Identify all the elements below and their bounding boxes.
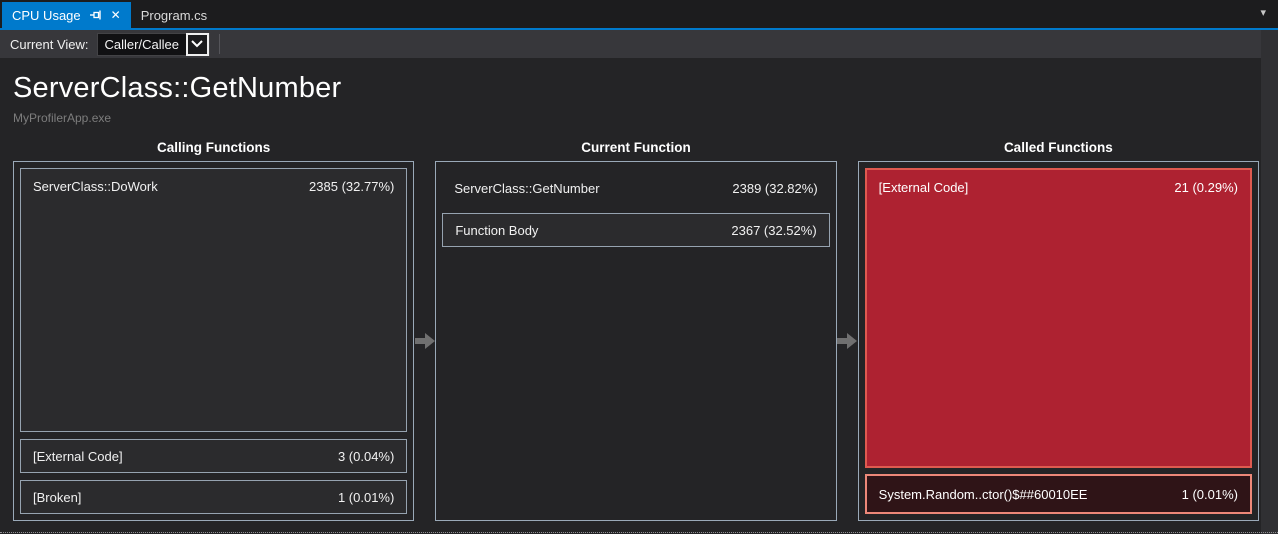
function-name: [External Code] <box>33 448 123 464</box>
callee-external-code[interactable]: [External Code] 21 (0.29%) <box>864 168 1252 468</box>
arrow-right-icon <box>837 161 858 521</box>
function-name: Function Body <box>455 222 539 238</box>
module-name: MyProfilerApp.exe <box>13 111 112 125</box>
pin-icon[interactable] <box>89 9 102 21</box>
current-function-panel: ServerClass::GetNumber 2389 (32.82%) Fun… <box>435 161 837 521</box>
function-samples: 2389 (32.82%) <box>732 180 818 196</box>
chevron-down-icon[interactable] <box>185 32 209 56</box>
function-samples: 3 (0.04%) <box>337 448 395 464</box>
current-function-row[interactable]: ServerClass::GetNumber 2389 (32.82%) <box>442 168 829 208</box>
caller-callee-panels: ServerClass::DoWork 2385 (32.77%) [Exter… <box>13 161 1259 521</box>
calling-functions-header: Calling Functions <box>157 140 271 155</box>
column-headers: Calling Functions Current Function Calle… <box>13 140 1259 155</box>
current-view-label: Current View: <box>10 36 89 52</box>
caller-serverclass-dowork[interactable]: ServerClass::DoWork 2385 (32.77%) <box>20 168 408 432</box>
vertical-scrollbar[interactable] <box>1261 30 1278 534</box>
function-name: [External Code] <box>878 179 969 195</box>
caller-callee-view: ServerClass::GetNumber MyProfilerApp.exe… <box>0 69 1278 521</box>
caller-broken[interactable]: [Broken] 1 (0.01%) <box>20 480 408 514</box>
current-view-select[interactable]: Caller/Callee <box>96 32 210 56</box>
page-title: ServerClass::GetNumber <box>13 72 342 104</box>
tab-program-cs[interactable]: Program.cs <box>131 2 217 28</box>
function-samples: 1 (0.01%) <box>1181 486 1238 502</box>
function-name: ServerClass::GetNumber <box>454 180 600 196</box>
calling-functions-panel: ServerClass::DoWork 2385 (32.77%) [Exter… <box>13 161 415 521</box>
current-function-header: Current Function <box>581 140 691 155</box>
document-tab-bar: CPU Usage ✕ Program.cs ▾ <box>0 0 1278 30</box>
function-name: System.Random..ctor()$##60010EE <box>878 486 1088 502</box>
called-functions-header: Called Functions <box>1003 140 1113 155</box>
tab-cpu-usage-label: CPU Usage <box>12 7 81 23</box>
function-name: [Broken] <box>33 489 82 505</box>
toolbar-separator <box>218 34 220 54</box>
current-view-value: Caller/Callee <box>104 36 179 52</box>
close-icon[interactable]: ✕ <box>110 8 121 22</box>
called-functions-panel: [External Code] 21 (0.29%) System.Random… <box>857 161 1259 521</box>
function-samples: 2385 (32.77%) <box>309 178 395 194</box>
caller-external-code[interactable]: [External Code] 3 (0.04%) <box>20 439 408 473</box>
function-body-row[interactable]: Function Body 2367 (32.52%) <box>442 213 830 247</box>
callee-system-random-ctor[interactable]: System.Random..ctor()$##60010EE 1 (0.01%… <box>864 474 1252 514</box>
bottom-dotted-divider <box>0 532 1278 533</box>
cpu-usage-toolbar: Current View: Caller/Callee <box>0 30 1278 58</box>
function-samples: 21 (0.29%) <box>1174 179 1238 195</box>
tab-cpu-usage[interactable]: CPU Usage ✕ <box>2 2 131 28</box>
arrow-right-icon <box>414 161 435 521</box>
function-name: ServerClass::DoWork <box>33 178 158 194</box>
function-samples: 2367 (32.52%) <box>731 222 817 238</box>
function-samples: 1 (0.01%) <box>337 489 395 505</box>
tab-program-cs-label: Program.cs <box>140 7 208 23</box>
tab-list-dropdown-icon[interactable]: ▾ <box>1260 7 1266 19</box>
